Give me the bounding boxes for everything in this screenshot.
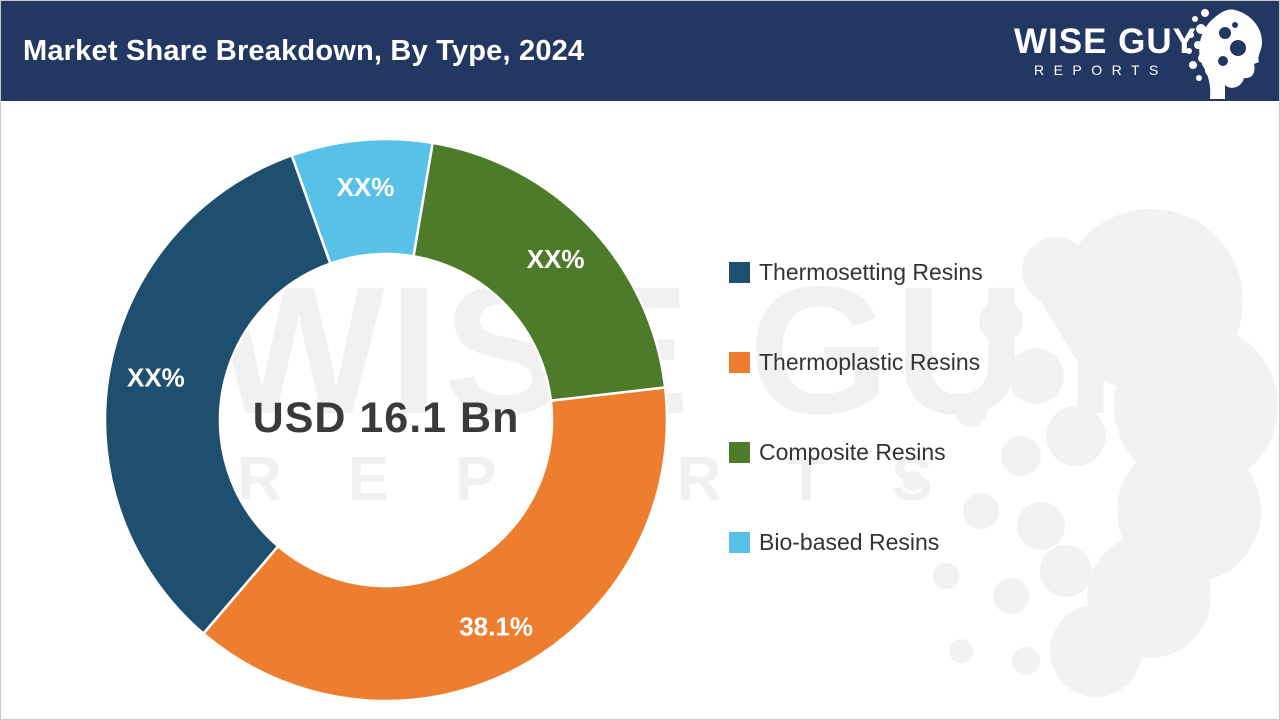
legend-label: Bio-based Resins — [759, 528, 940, 555]
donut-chart: XX% XX% 38.1% XX% — [103, 137, 669, 703]
legend-item-thermoplastic-resins: Thermoplastic Resins — [729, 337, 983, 387]
donut-chart-area: XX% XX% 38.1% XX% USD 16.1 Bn — [81, 109, 701, 719]
legend-item-thermosetting-resins: Thermosetting Resins — [729, 247, 983, 297]
brand-logo: WISE GUY REPORTS — [1014, 3, 1269, 99]
legend-label: Thermoplastic Resins — [759, 348, 981, 375]
legend-swatch — [729, 531, 750, 553]
legend-swatch — [729, 441, 750, 463]
legend-label: Thermosetting Resins — [759, 258, 983, 285]
legend-item-composite-resins: Composite Resins — [729, 427, 983, 477]
legend-swatch — [729, 261, 750, 283]
legend-item-bio-based-resins: Bio-based Resins — [729, 517, 983, 567]
slice-thermoplastic-resins — [202, 386, 669, 703]
brand-subtitle: REPORTS — [1033, 62, 1168, 78]
watermark-head-graphic — [903, 209, 1278, 697]
slice-value-label: 38.1% — [459, 612, 533, 642]
brand-text: WISE GUY REPORTS — [1014, 24, 1197, 78]
header-bar: Market Share Breakdown, By Type, 2024 WI… — [1, 1, 1279, 101]
legend-swatch — [729, 351, 750, 373]
slice-value-label: XX% — [337, 172, 395, 202]
slice-value-label: XX% — [127, 363, 185, 393]
page-title: Market Share Breakdown, By Type, 2024 — [23, 34, 585, 67]
legend-label: Composite Resins — [759, 438, 946, 465]
slice-composite-resins — [412, 141, 667, 403]
watermark-wordmark: WISE GUY — [213, 248, 1156, 452]
chart-legend: Thermosetting Resins Thermoplastic Resins… — [729, 247, 983, 607]
brand-name: WISE GUY — [1013, 22, 1197, 61]
slice-thermosetting-resins — [103, 154, 332, 635]
slice-value-label: XX% — [527, 244, 585, 274]
brand-head-icon — [1186, 9, 1263, 99]
